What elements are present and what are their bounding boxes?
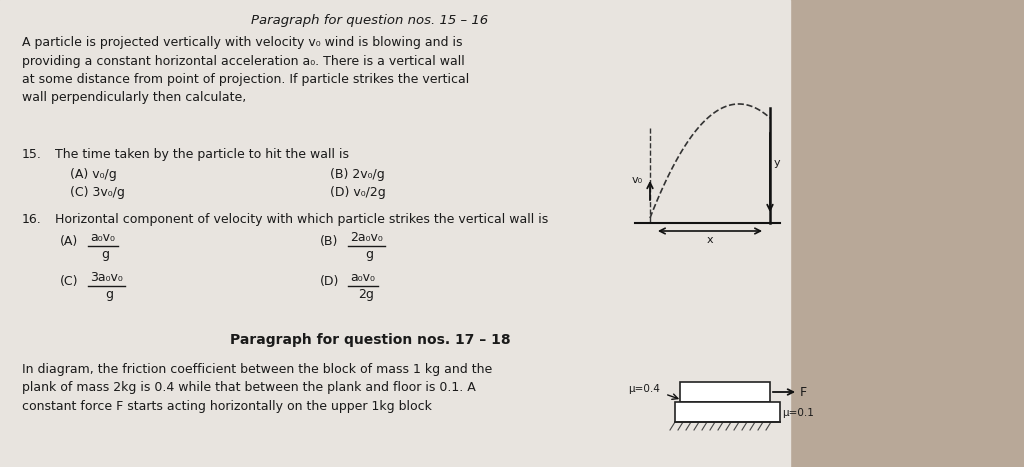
Text: g: g (101, 248, 110, 261)
Text: 15.: 15. (22, 148, 42, 161)
Text: A particle is projected vertically with velocity v₀ wind is blowing and is
provi: A particle is projected vertically with … (22, 36, 469, 105)
Text: The time taken by the particle to hit the wall is: The time taken by the particle to hit th… (55, 148, 349, 161)
Text: (C): (C) (60, 275, 79, 288)
Text: μ=0.4: μ=0.4 (628, 384, 659, 394)
Text: 2g: 2g (358, 288, 375, 301)
Text: 16.: 16. (22, 213, 42, 226)
Bar (680, 382, 770, 402)
Text: y: y (774, 158, 780, 168)
Text: x: x (707, 235, 714, 245)
Text: (D) v₀/2g: (D) v₀/2g (330, 186, 386, 199)
Text: 1kg: 1kg (714, 385, 736, 398)
Text: 2a₀v₀: 2a₀v₀ (350, 231, 383, 244)
Text: g: g (105, 288, 113, 301)
Text: μ=0.1: μ=0.1 (782, 408, 814, 418)
Text: (A): (A) (60, 235, 78, 248)
Text: Paragraph for question nos. 17 – 18: Paragraph for question nos. 17 – 18 (229, 333, 510, 347)
Text: (B): (B) (319, 235, 338, 248)
Bar (0, 0, 790, 467)
Text: (B) 2v₀/g: (B) 2v₀/g (330, 168, 385, 181)
Text: (D): (D) (319, 275, 339, 288)
Text: v₀: v₀ (632, 175, 643, 185)
Text: (A) v₀/g: (A) v₀/g (70, 168, 117, 181)
Text: 3a₀v₀: 3a₀v₀ (90, 271, 123, 284)
Text: In diagram, the friction coefficient between the block of mass 1 kg and the
plan: In diagram, the friction coefficient bet… (22, 363, 493, 413)
Text: a₀v₀: a₀v₀ (350, 271, 375, 284)
Text: a₀v₀: a₀v₀ (90, 231, 115, 244)
Text: 2kg: 2kg (717, 405, 739, 418)
Text: F: F (800, 385, 807, 398)
Bar (675, 402, 780, 422)
Text: g: g (365, 248, 373, 261)
Text: (C) 3v₀/g: (C) 3v₀/g (70, 186, 125, 199)
Text: Paragraph for question nos. 15 – 16: Paragraph for question nos. 15 – 16 (252, 14, 488, 27)
Text: Horizontal component of velocity with which particle strikes the vertical wall i: Horizontal component of velocity with wh… (55, 213, 548, 226)
